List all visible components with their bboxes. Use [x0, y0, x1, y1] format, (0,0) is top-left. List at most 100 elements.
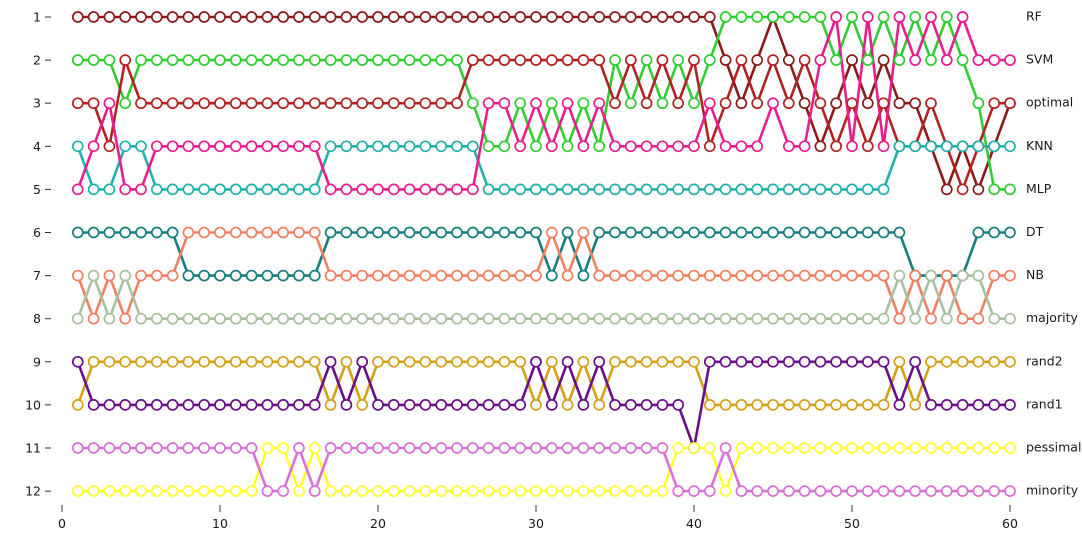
data-point	[640, 269, 653, 282]
data-point	[782, 183, 795, 196]
data-point	[87, 183, 100, 196]
data-point	[782, 442, 795, 454]
data-point	[751, 269, 764, 282]
data-point	[340, 11, 353, 23]
data-point	[545, 399, 558, 411]
data-point	[545, 54, 558, 66]
data-point	[135, 485, 147, 497]
data-point	[988, 442, 1001, 454]
data-point	[577, 312, 590, 325]
data-point	[435, 183, 448, 196]
data-point	[624, 442, 637, 454]
data-point	[956, 485, 969, 497]
data-point	[119, 140, 132, 153]
data-point	[1004, 312, 1016, 325]
data-point	[545, 11, 558, 23]
data-point	[451, 485, 463, 497]
data-point	[498, 442, 511, 454]
data-point	[356, 485, 369, 497]
data-point	[846, 140, 858, 153]
data-point	[751, 11, 764, 23]
data-point	[577, 183, 590, 196]
data-point	[688, 54, 700, 66]
data-point	[703, 269, 716, 282]
data-point	[814, 312, 827, 325]
data-point	[119, 226, 132, 239]
data-point	[419, 140, 432, 153]
data-point	[419, 54, 432, 66]
data-point	[656, 269, 669, 282]
data-point	[387, 269, 400, 282]
data-point	[261, 226, 274, 239]
data-point	[893, 399, 906, 411]
data-point	[798, 399, 811, 411]
data-point	[103, 442, 116, 454]
data-point	[956, 140, 969, 153]
data-point	[150, 399, 163, 411]
data-point	[656, 355, 669, 368]
data-point	[182, 399, 195, 411]
data-point	[308, 269, 321, 282]
data-point	[624, 11, 637, 23]
data-point	[577, 54, 590, 66]
data-point	[71, 355, 84, 368]
data-point	[940, 442, 953, 454]
data-point	[514, 54, 527, 66]
data-point	[893, 355, 906, 368]
data-point	[703, 140, 716, 153]
data-point	[372, 226, 384, 239]
data-point	[561, 11, 574, 23]
data-point	[261, 355, 274, 368]
data-point	[119, 399, 132, 411]
data-point	[498, 269, 511, 282]
data-point	[530, 226, 542, 239]
data-point	[103, 140, 116, 153]
data-point	[940, 399, 953, 411]
data-point	[372, 183, 384, 196]
data-point	[308, 97, 321, 110]
data-point	[767, 442, 779, 454]
data-point	[688, 11, 700, 23]
data-point	[798, 183, 811, 196]
data-point	[87, 226, 100, 239]
data-point	[1004, 355, 1016, 368]
series-line-pessimal	[76, 446, 1012, 493]
data-point	[782, 97, 795, 110]
data-point	[972, 485, 985, 497]
data-point	[735, 485, 748, 497]
data-point	[229, 269, 242, 282]
data-point	[308, 11, 321, 23]
data-point	[150, 312, 163, 325]
x-tick-label: 60	[1002, 516, 1018, 531]
data-point	[356, 355, 369, 368]
data-point	[372, 54, 384, 66]
data-point	[150, 485, 163, 497]
data-point	[545, 312, 558, 325]
data-point	[640, 140, 653, 153]
data-point	[703, 312, 716, 325]
data-point	[940, 485, 953, 497]
data-point	[166, 97, 179, 110]
data-point	[609, 54, 621, 66]
data-point	[435, 442, 448, 454]
data-point	[956, 399, 969, 411]
data-point	[703, 11, 716, 23]
data-point	[119, 54, 132, 66]
data-point	[988, 226, 1001, 239]
data-point	[561, 97, 574, 110]
data-point	[198, 269, 211, 282]
data-point	[403, 312, 416, 325]
data-point	[703, 485, 716, 497]
data-point	[530, 140, 542, 153]
data-point	[277, 183, 290, 196]
data-point	[782, 54, 795, 66]
y-tick-label: 3	[33, 96, 41, 111]
data-point	[940, 140, 953, 153]
data-point	[1004, 269, 1016, 282]
data-point	[293, 399, 305, 411]
data-point	[1004, 442, 1016, 454]
data-point	[514, 140, 527, 153]
data-point	[87, 485, 100, 497]
data-point	[767, 269, 779, 282]
data-point	[514, 97, 527, 110]
